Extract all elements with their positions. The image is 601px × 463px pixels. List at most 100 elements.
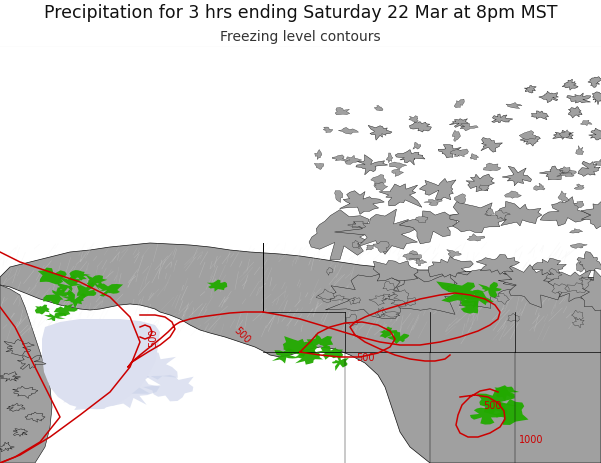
Polygon shape bbox=[43, 287, 73, 305]
Polygon shape bbox=[44, 313, 66, 321]
Polygon shape bbox=[352, 241, 359, 249]
Polygon shape bbox=[380, 294, 390, 300]
Polygon shape bbox=[462, 290, 494, 308]
Polygon shape bbox=[560, 171, 576, 176]
Polygon shape bbox=[588, 77, 601, 88]
Polygon shape bbox=[96, 284, 123, 297]
Polygon shape bbox=[576, 146, 584, 156]
Polygon shape bbox=[316, 345, 343, 360]
Polygon shape bbox=[272, 348, 299, 364]
Polygon shape bbox=[570, 244, 587, 249]
Polygon shape bbox=[454, 100, 465, 108]
Polygon shape bbox=[143, 375, 194, 401]
Polygon shape bbox=[332, 355, 349, 371]
Polygon shape bbox=[373, 242, 389, 253]
Text: 1000: 1000 bbox=[519, 434, 543, 444]
Polygon shape bbox=[494, 294, 510, 305]
Polygon shape bbox=[340, 191, 384, 215]
Polygon shape bbox=[476, 255, 519, 275]
Polygon shape bbox=[314, 164, 324, 170]
Polygon shape bbox=[478, 282, 502, 298]
Polygon shape bbox=[106, 374, 160, 408]
Polygon shape bbox=[409, 122, 432, 133]
Polygon shape bbox=[520, 135, 540, 147]
Polygon shape bbox=[572, 311, 583, 320]
Polygon shape bbox=[454, 194, 466, 204]
Polygon shape bbox=[13, 429, 28, 437]
Polygon shape bbox=[371, 175, 386, 186]
Polygon shape bbox=[207, 280, 227, 292]
Polygon shape bbox=[379, 184, 422, 208]
Polygon shape bbox=[53, 304, 78, 317]
Polygon shape bbox=[35, 305, 50, 315]
Polygon shape bbox=[570, 229, 583, 233]
Polygon shape bbox=[386, 154, 393, 163]
Polygon shape bbox=[381, 312, 400, 317]
Polygon shape bbox=[380, 327, 398, 338]
Polygon shape bbox=[413, 143, 421, 150]
Polygon shape bbox=[531, 112, 549, 120]
Polygon shape bbox=[85, 275, 107, 291]
Polygon shape bbox=[392, 290, 409, 305]
Polygon shape bbox=[385, 269, 482, 315]
Polygon shape bbox=[479, 186, 489, 191]
Polygon shape bbox=[335, 210, 419, 255]
Polygon shape bbox=[575, 202, 584, 208]
Polygon shape bbox=[467, 234, 485, 242]
Polygon shape bbox=[315, 150, 322, 160]
Polygon shape bbox=[383, 282, 394, 291]
Polygon shape bbox=[578, 162, 600, 177]
Polygon shape bbox=[577, 252, 601, 273]
Polygon shape bbox=[588, 129, 601, 141]
Polygon shape bbox=[450, 202, 508, 233]
Polygon shape bbox=[335, 108, 350, 115]
Polygon shape bbox=[416, 259, 427, 266]
Polygon shape bbox=[581, 121, 592, 126]
Polygon shape bbox=[325, 274, 413, 319]
Text: 500: 500 bbox=[356, 352, 374, 362]
Polygon shape bbox=[506, 103, 522, 109]
Polygon shape bbox=[374, 183, 388, 192]
Polygon shape bbox=[581, 278, 591, 290]
Polygon shape bbox=[58, 275, 82, 293]
Polygon shape bbox=[7, 403, 25, 412]
Polygon shape bbox=[448, 270, 523, 309]
Polygon shape bbox=[17, 356, 46, 369]
Polygon shape bbox=[466, 175, 495, 192]
Polygon shape bbox=[495, 211, 510, 221]
Polygon shape bbox=[0, 285, 52, 463]
Polygon shape bbox=[490, 399, 528, 425]
Polygon shape bbox=[502, 167, 531, 187]
Polygon shape bbox=[484, 209, 494, 216]
Polygon shape bbox=[558, 191, 569, 202]
Polygon shape bbox=[326, 268, 333, 276]
Polygon shape bbox=[567, 94, 591, 104]
Polygon shape bbox=[356, 156, 388, 175]
Polygon shape bbox=[403, 254, 421, 260]
Polygon shape bbox=[4, 340, 34, 356]
Polygon shape bbox=[111, 351, 178, 384]
Polygon shape bbox=[538, 92, 558, 103]
Polygon shape bbox=[352, 298, 361, 304]
Polygon shape bbox=[461, 300, 478, 314]
Polygon shape bbox=[391, 300, 407, 307]
Polygon shape bbox=[401, 298, 416, 307]
Polygon shape bbox=[496, 202, 542, 226]
Polygon shape bbox=[353, 222, 366, 229]
Polygon shape bbox=[593, 93, 601, 106]
Polygon shape bbox=[316, 294, 331, 303]
Polygon shape bbox=[42, 319, 160, 409]
Polygon shape bbox=[373, 261, 418, 282]
Polygon shape bbox=[347, 224, 361, 228]
Polygon shape bbox=[519, 131, 536, 140]
Polygon shape bbox=[415, 217, 428, 223]
Polygon shape bbox=[495, 386, 519, 401]
Polygon shape bbox=[470, 154, 478, 160]
Polygon shape bbox=[318, 289, 335, 300]
Polygon shape bbox=[338, 128, 359, 135]
Polygon shape bbox=[374, 106, 383, 112]
Polygon shape bbox=[569, 107, 582, 119]
Polygon shape bbox=[539, 167, 565, 181]
Polygon shape bbox=[368, 126, 392, 141]
Polygon shape bbox=[387, 332, 409, 344]
